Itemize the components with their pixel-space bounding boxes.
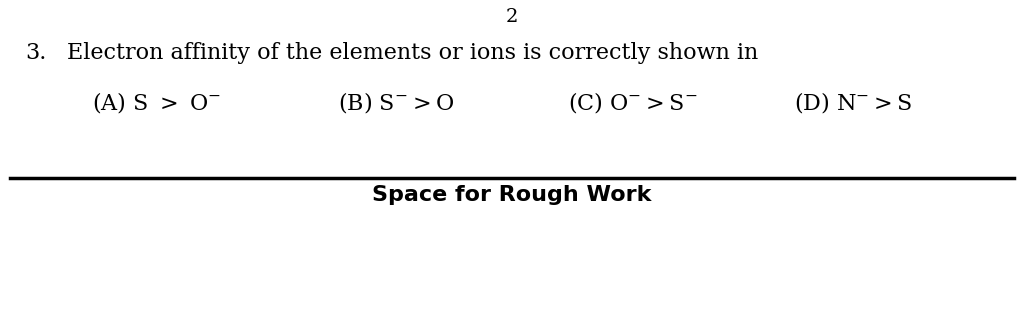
Text: 2: 2	[506, 8, 518, 26]
Text: (B) S$^{-}$$>$O: (B) S$^{-}$$>$O	[338, 90, 454, 115]
Text: Space for Rough Work: Space for Rough Work	[373, 185, 651, 205]
Text: (C) O$^{-}$$>$S$^{-}$: (C) O$^{-}$$>$S$^{-}$	[568, 90, 698, 115]
Text: (D) N$^{-}$$>$S: (D) N$^{-}$$>$S	[794, 90, 912, 115]
Text: Electron affinity of the elements or ions is correctly shown in: Electron affinity of the elements or ion…	[67, 42, 758, 64]
Text: 3.: 3.	[26, 42, 47, 64]
Text: (A) S $>$ O$^{-}$: (A) S $>$ O$^{-}$	[92, 90, 221, 115]
